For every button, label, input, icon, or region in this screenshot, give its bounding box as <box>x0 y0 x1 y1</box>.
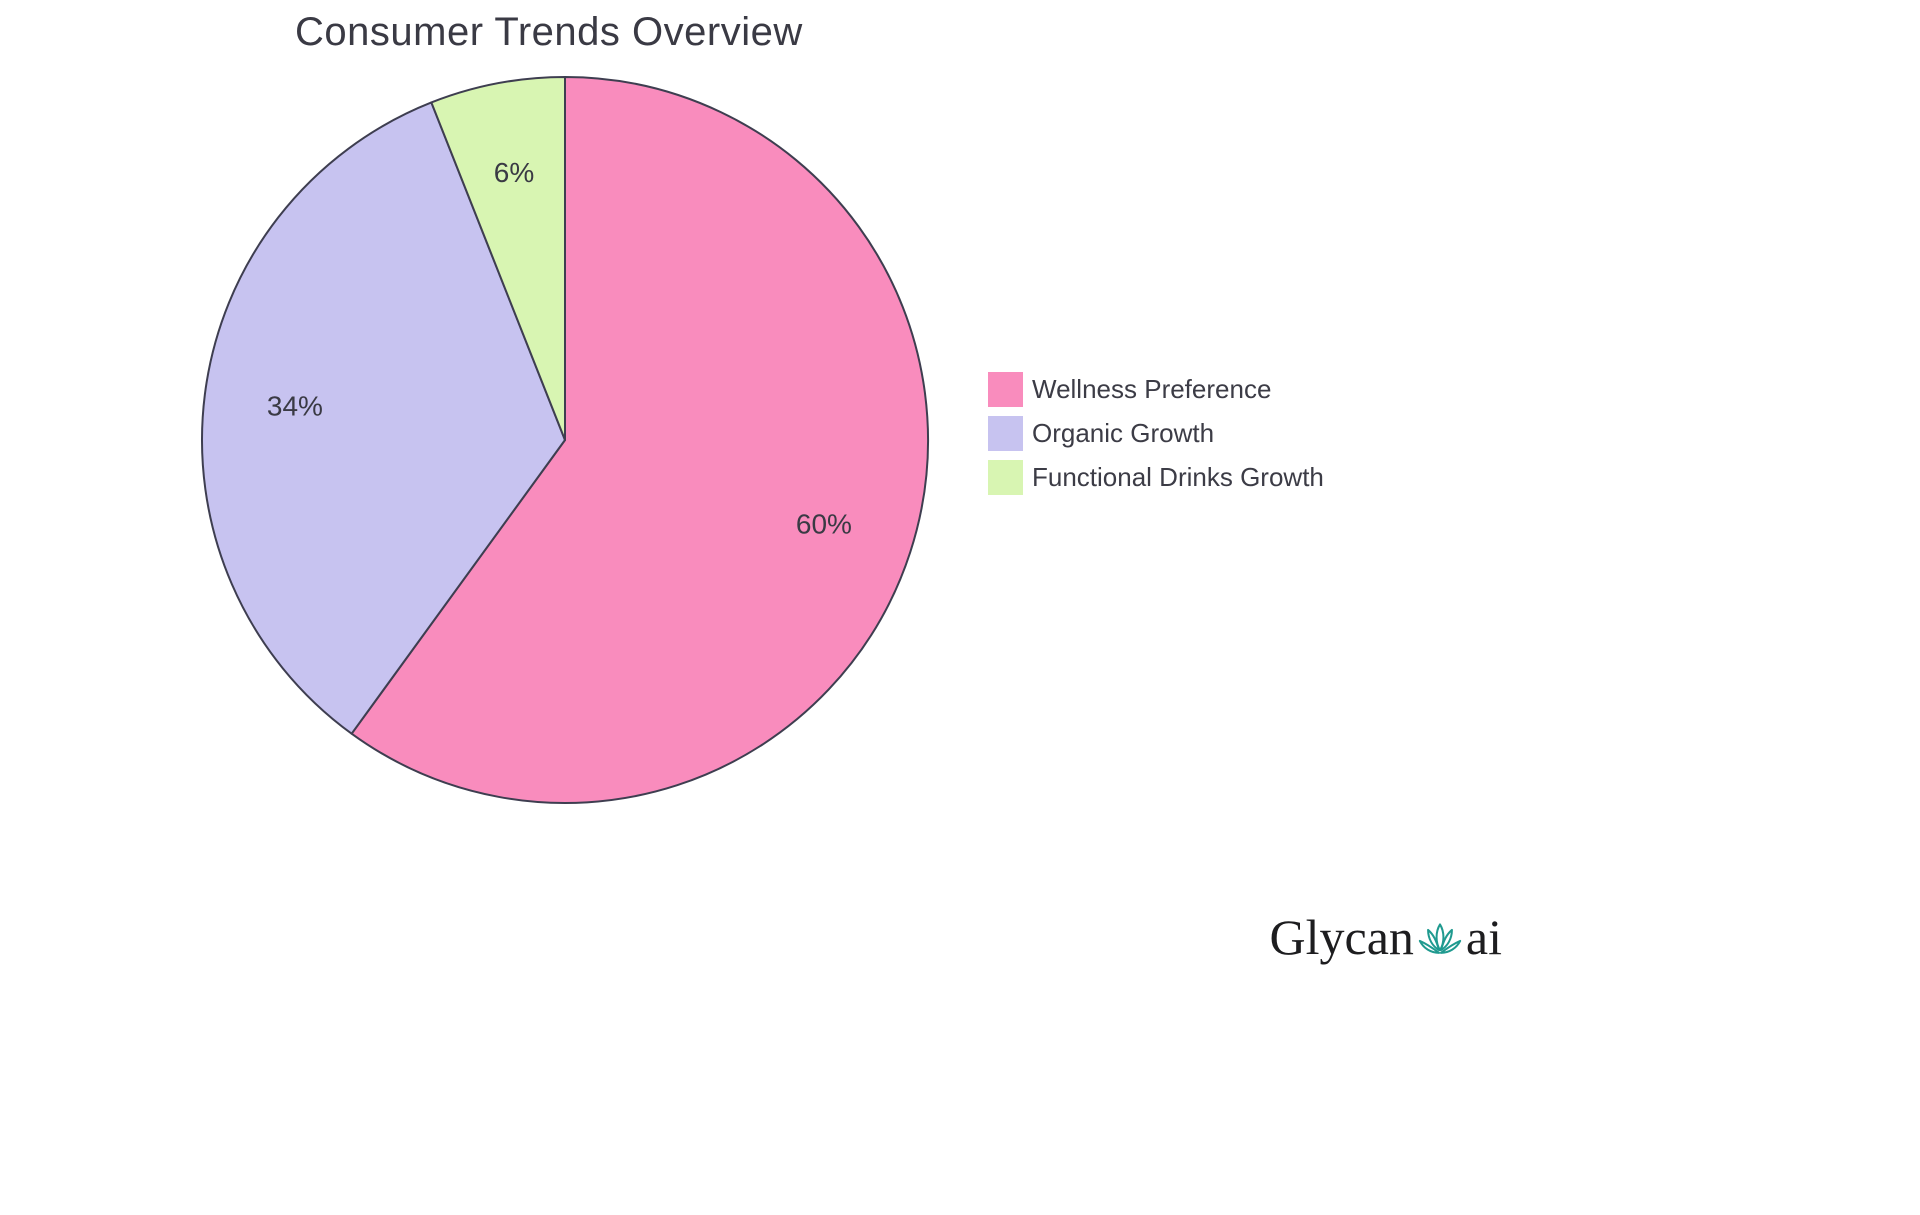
legend-label-functional-drinks-growth: Functional Drinks Growth <box>1032 462 1324 492</box>
pie-chart: 60% 34% 6% <box>201 76 929 804</box>
chart-title: Consumer Trends Overview <box>295 10 803 54</box>
legend-swatch-organic-growth <box>988 416 1023 451</box>
lotus-icon <box>1418 923 1462 954</box>
pie-slice-label-0: 60% <box>796 509 852 540</box>
legend-swatch-wellness-preference <box>988 372 1023 407</box>
pie-slice-2 <box>430 76 566 441</box>
legend-item-functional-drinks-growth: Functional Drinks Growth <box>988 460 1324 495</box>
pie-slice-1 <box>201 101 566 735</box>
pie-slice-0 <box>350 76 929 804</box>
pie-slice-label-1: 34% <box>267 390 323 421</box>
brand-logo: Glycan ai <box>1270 912 1502 962</box>
logo-text-left: Glycan <box>1269 909 1414 965</box>
legend-label-wellness-preference: Wellness Preference <box>1032 374 1272 404</box>
legend: Wellness Preference Organic Growth Funct… <box>988 372 1324 495</box>
legend-swatch-functional-drinks-growth <box>988 460 1023 495</box>
pie-slice-label-2: 6% <box>494 157 534 188</box>
legend-item-organic-growth: Organic Growth <box>988 416 1324 451</box>
legend-label-organic-growth: Organic Growth <box>1032 418 1215 448</box>
legend-item-wellness-preference: Wellness Preference <box>988 372 1324 407</box>
logo-text-right: ai <box>1465 909 1502 965</box>
